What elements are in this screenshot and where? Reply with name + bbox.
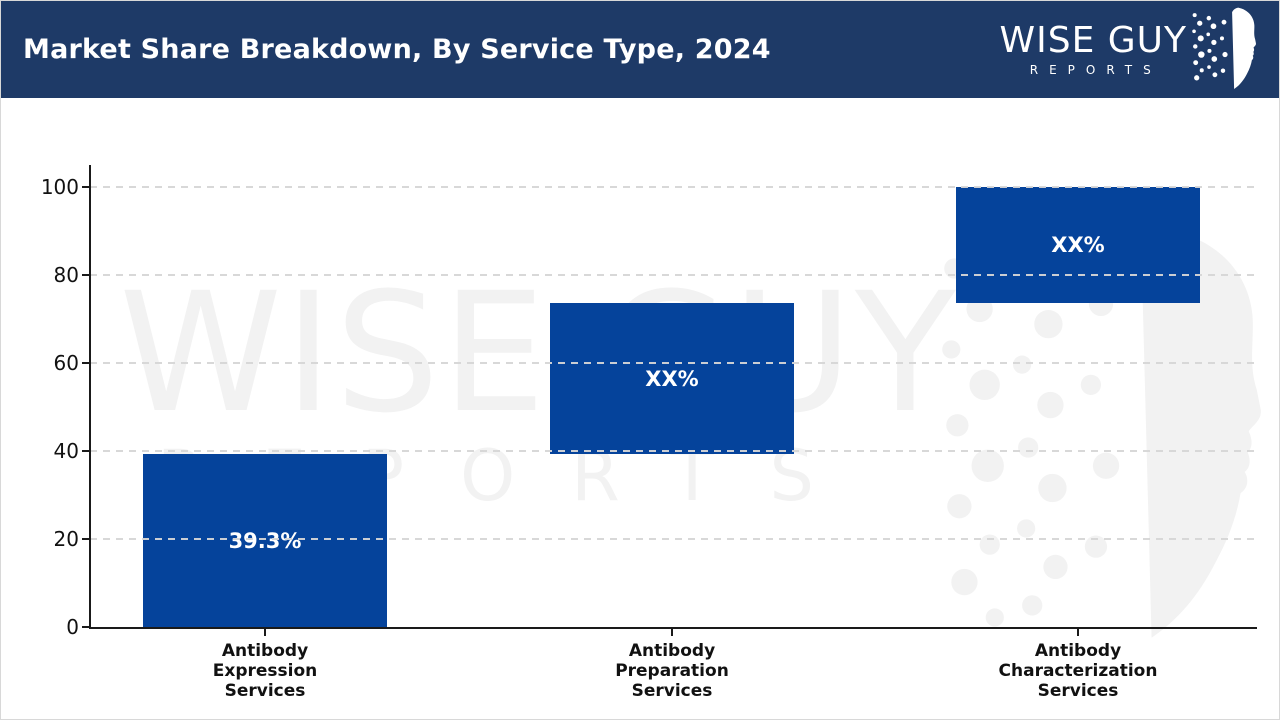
y-tick-label-0: 0 [66, 615, 79, 639]
category-label-2: Antibody Preparation Services [615, 641, 729, 701]
y-axis [89, 165, 91, 629]
header-bar: Market Share Breakdown, By Service Type,… [1, 1, 1279, 98]
logo-text: WISE GUY REPORTS [999, 19, 1188, 77]
reports-wordmark: REPORTS [1029, 62, 1162, 77]
x-tick-1 [264, 629, 266, 636]
y-tick-0 [82, 626, 89, 628]
gridline-60 [90, 362, 1257, 364]
x-axis [89, 627, 1257, 629]
watermark-wordmark: WISE GUY [119, 257, 958, 449]
gridline-40 [90, 450, 1257, 452]
bar-value-label: 39.3% [228, 528, 302, 553]
gridline-80 [90, 274, 1257, 276]
wiseguy-logo: WISE GUY REPORTS [1000, 6, 1258, 94]
y-tick-label-60: 60 [53, 351, 79, 375]
y-tick-label-20: 20 [53, 527, 79, 551]
y-tick-20 [82, 538, 89, 540]
x-tick-3 [1077, 629, 1079, 636]
bar-value-label: XX% [1051, 233, 1105, 258]
gridline-100 [90, 186, 1257, 188]
y-tick-label-80: 80 [53, 263, 79, 287]
y-tick-60 [82, 362, 89, 364]
bar-segment-1: 39.3% [143, 454, 387, 627]
bar-segment-2: XX% [550, 303, 794, 455]
gridline-20 [90, 538, 1257, 540]
y-tick-100 [82, 186, 89, 188]
y-tick-label-100: 100 [40, 175, 79, 199]
bar-value-label: XX% [645, 366, 699, 391]
page-title: Market Share Breakdown, By Service Type,… [23, 34, 771, 65]
wiseguy-wordmark: WISE GUY [999, 19, 1187, 61]
category-label-1: Antibody Expression Services [212, 641, 318, 701]
y-tick-80 [82, 274, 89, 276]
category-label-3: Antibody Characterization Services [998, 641, 1158, 701]
x-tick-2 [671, 629, 673, 636]
y-tick-label-40: 40 [53, 439, 79, 463]
wiseguy-face-icon [1191, 6, 1257, 94]
bar-segment-3: XX% [956, 187, 1200, 304]
y-tick-40 [82, 450, 89, 452]
